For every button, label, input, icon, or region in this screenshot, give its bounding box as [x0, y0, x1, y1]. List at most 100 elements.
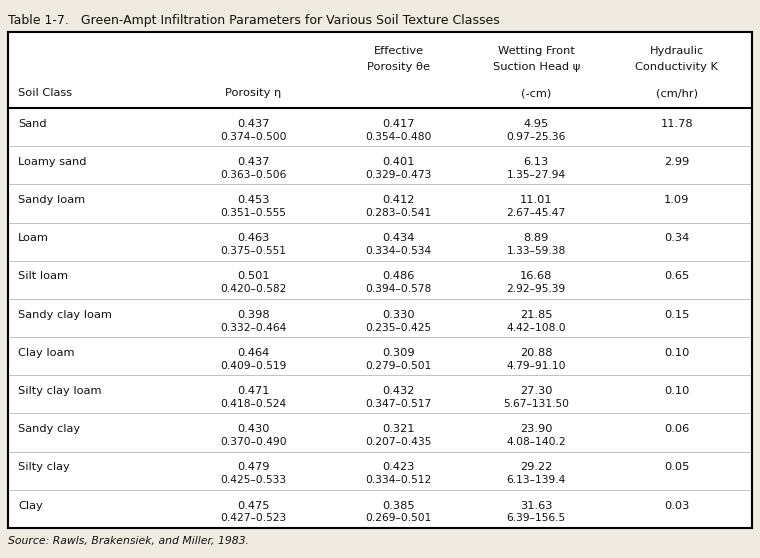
Text: 0.471: 0.471 [237, 386, 270, 396]
Text: 0.347–0.517: 0.347–0.517 [366, 399, 432, 409]
Text: 0.437: 0.437 [237, 157, 270, 167]
Text: Sand: Sand [18, 119, 46, 129]
Text: 0.363–0.506: 0.363–0.506 [220, 170, 287, 180]
Text: 0.418–0.524: 0.418–0.524 [220, 399, 287, 409]
Text: 0.437: 0.437 [237, 119, 270, 129]
Text: 0.385: 0.385 [382, 501, 415, 511]
Text: 5.67–131.50: 5.67–131.50 [503, 399, 569, 409]
Text: 29.22: 29.22 [520, 463, 553, 472]
Text: 0.351–0.555: 0.351–0.555 [220, 208, 287, 218]
Text: Conductivity K: Conductivity K [635, 62, 718, 72]
Text: 0.420–0.582: 0.420–0.582 [220, 285, 287, 295]
Text: Sandy loam: Sandy loam [18, 195, 85, 205]
Text: 0.15: 0.15 [664, 310, 689, 320]
Text: Hydraulic: Hydraulic [650, 46, 704, 56]
Text: 0.479: 0.479 [237, 463, 270, 472]
Text: 11.01: 11.01 [520, 195, 553, 205]
Text: 6.13: 6.13 [524, 157, 549, 167]
Text: 0.65: 0.65 [664, 271, 689, 281]
Text: 0.425–0.533: 0.425–0.533 [220, 475, 287, 485]
Text: (-cm): (-cm) [521, 88, 551, 98]
Text: 0.430: 0.430 [237, 424, 270, 434]
Text: 0.97–25.36: 0.97–25.36 [507, 132, 566, 142]
Text: 0.235–0.425: 0.235–0.425 [366, 323, 432, 333]
Text: 0.486: 0.486 [382, 271, 415, 281]
Text: Loamy sand: Loamy sand [18, 157, 87, 167]
Text: 16.68: 16.68 [520, 271, 553, 281]
Text: Sandy clay: Sandy clay [18, 424, 80, 434]
Text: 0.401: 0.401 [382, 157, 415, 167]
Text: Wetting Front: Wetting Front [498, 46, 575, 56]
Text: 0.10: 0.10 [664, 348, 689, 358]
Text: 0.354–0.480: 0.354–0.480 [366, 132, 432, 142]
Text: 0.330: 0.330 [382, 310, 415, 320]
Text: 1.09: 1.09 [664, 195, 689, 205]
Text: 4.08–140.2: 4.08–140.2 [506, 437, 566, 447]
Text: 27.30: 27.30 [520, 386, 553, 396]
Text: 0.370–0.490: 0.370–0.490 [220, 437, 287, 447]
Text: 0.464: 0.464 [237, 348, 270, 358]
Text: 0.453: 0.453 [237, 195, 270, 205]
Text: 0.409–0.519: 0.409–0.519 [220, 361, 287, 371]
Text: 0.05: 0.05 [664, 463, 689, 472]
Text: 0.427–0.523: 0.427–0.523 [220, 513, 287, 523]
Text: Sandy clay loam: Sandy clay loam [18, 310, 112, 320]
Text: 0.432: 0.432 [382, 386, 415, 396]
Text: 4.42–108.0: 4.42–108.0 [506, 323, 566, 333]
Text: 8.89: 8.89 [524, 233, 549, 243]
Text: 0.417: 0.417 [382, 119, 415, 129]
Text: 4.79–91.10: 4.79–91.10 [506, 361, 566, 371]
Text: 4.95: 4.95 [524, 119, 549, 129]
Text: 0.329–0.473: 0.329–0.473 [366, 170, 432, 180]
Text: 0.501: 0.501 [237, 271, 270, 281]
Text: 0.394–0.578: 0.394–0.578 [366, 285, 432, 295]
Text: 0.463: 0.463 [237, 233, 270, 243]
Text: 0.423: 0.423 [382, 463, 415, 472]
Text: Loam: Loam [18, 233, 49, 243]
Text: Source: Rawls, Brakensiek, and Miller, 1983.: Source: Rawls, Brakensiek, and Miller, 1… [8, 536, 249, 546]
Text: 11.78: 11.78 [660, 119, 693, 129]
Text: 0.475: 0.475 [237, 501, 270, 511]
Text: 0.03: 0.03 [664, 501, 689, 511]
Text: 0.06: 0.06 [664, 424, 689, 434]
Text: Silt loam: Silt loam [18, 271, 68, 281]
Text: Clay loam: Clay loam [18, 348, 74, 358]
Text: Effective: Effective [373, 46, 423, 56]
Text: 2.92–95.39: 2.92–95.39 [507, 285, 566, 295]
Text: 21.85: 21.85 [520, 310, 553, 320]
Text: 0.374–0.500: 0.374–0.500 [220, 132, 287, 142]
Text: 0.321: 0.321 [382, 424, 415, 434]
Text: 6.13–139.4: 6.13–139.4 [507, 475, 566, 485]
Text: 0.332–0.464: 0.332–0.464 [220, 323, 287, 333]
Text: Clay: Clay [18, 501, 43, 511]
Text: Porosity θe: Porosity θe [367, 62, 430, 72]
Text: 0.334–0.512: 0.334–0.512 [366, 475, 432, 485]
Text: 0.34: 0.34 [664, 233, 689, 243]
Text: 0.283–0.541: 0.283–0.541 [366, 208, 432, 218]
Text: 0.279–0.501: 0.279–0.501 [366, 361, 432, 371]
Text: 0.334–0.534: 0.334–0.534 [366, 246, 432, 256]
Text: Suction Head ψ: Suction Head ψ [492, 62, 580, 72]
Text: 23.90: 23.90 [520, 424, 553, 434]
Text: 2.99: 2.99 [664, 157, 689, 167]
Text: Table 1-7.   Green-Ampt Infiltration Parameters for Various Soil Texture Classes: Table 1-7. Green-Ampt Infiltration Param… [8, 14, 500, 27]
Text: 0.10: 0.10 [664, 386, 689, 396]
Text: Silty clay: Silty clay [18, 463, 70, 472]
Text: 0.207–0.435: 0.207–0.435 [366, 437, 432, 447]
Text: Porosity η: Porosity η [226, 88, 282, 98]
Text: 0.309: 0.309 [382, 348, 415, 358]
Text: 0.398: 0.398 [237, 310, 270, 320]
Bar [8, 32, 752, 528]
Text: 1.35–27.94: 1.35–27.94 [507, 170, 566, 180]
Text: 20.88: 20.88 [520, 348, 553, 358]
Text: Silty clay loam: Silty clay loam [18, 386, 101, 396]
Text: 6.39–156.5: 6.39–156.5 [507, 513, 565, 523]
Text: 1.33–59.38: 1.33–59.38 [507, 246, 566, 256]
Text: 31.63: 31.63 [520, 501, 553, 511]
Text: 0.375–0.551: 0.375–0.551 [220, 246, 287, 256]
Text: (cm/hr): (cm/hr) [656, 88, 698, 98]
Text: 2.67–45.47: 2.67–45.47 [507, 208, 566, 218]
Text: Soil Class: Soil Class [18, 88, 72, 98]
Text: 0.434: 0.434 [382, 233, 415, 243]
Text: 0.269–0.501: 0.269–0.501 [366, 513, 432, 523]
